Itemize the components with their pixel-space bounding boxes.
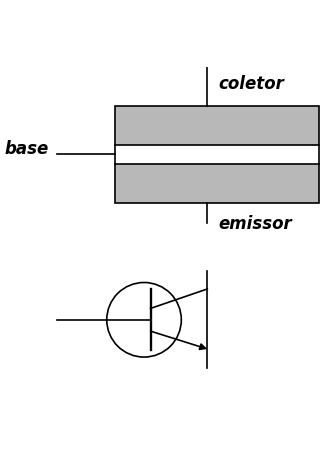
Ellipse shape [107, 283, 181, 357]
Bar [115, 146, 319, 165]
Text: emissor: emissor [219, 214, 292, 232]
Bar [115, 106, 319, 146]
Text: coletor: coletor [219, 75, 284, 93]
Bar [115, 165, 319, 204]
Text: base: base [5, 140, 49, 157]
Bar [115, 106, 319, 204]
